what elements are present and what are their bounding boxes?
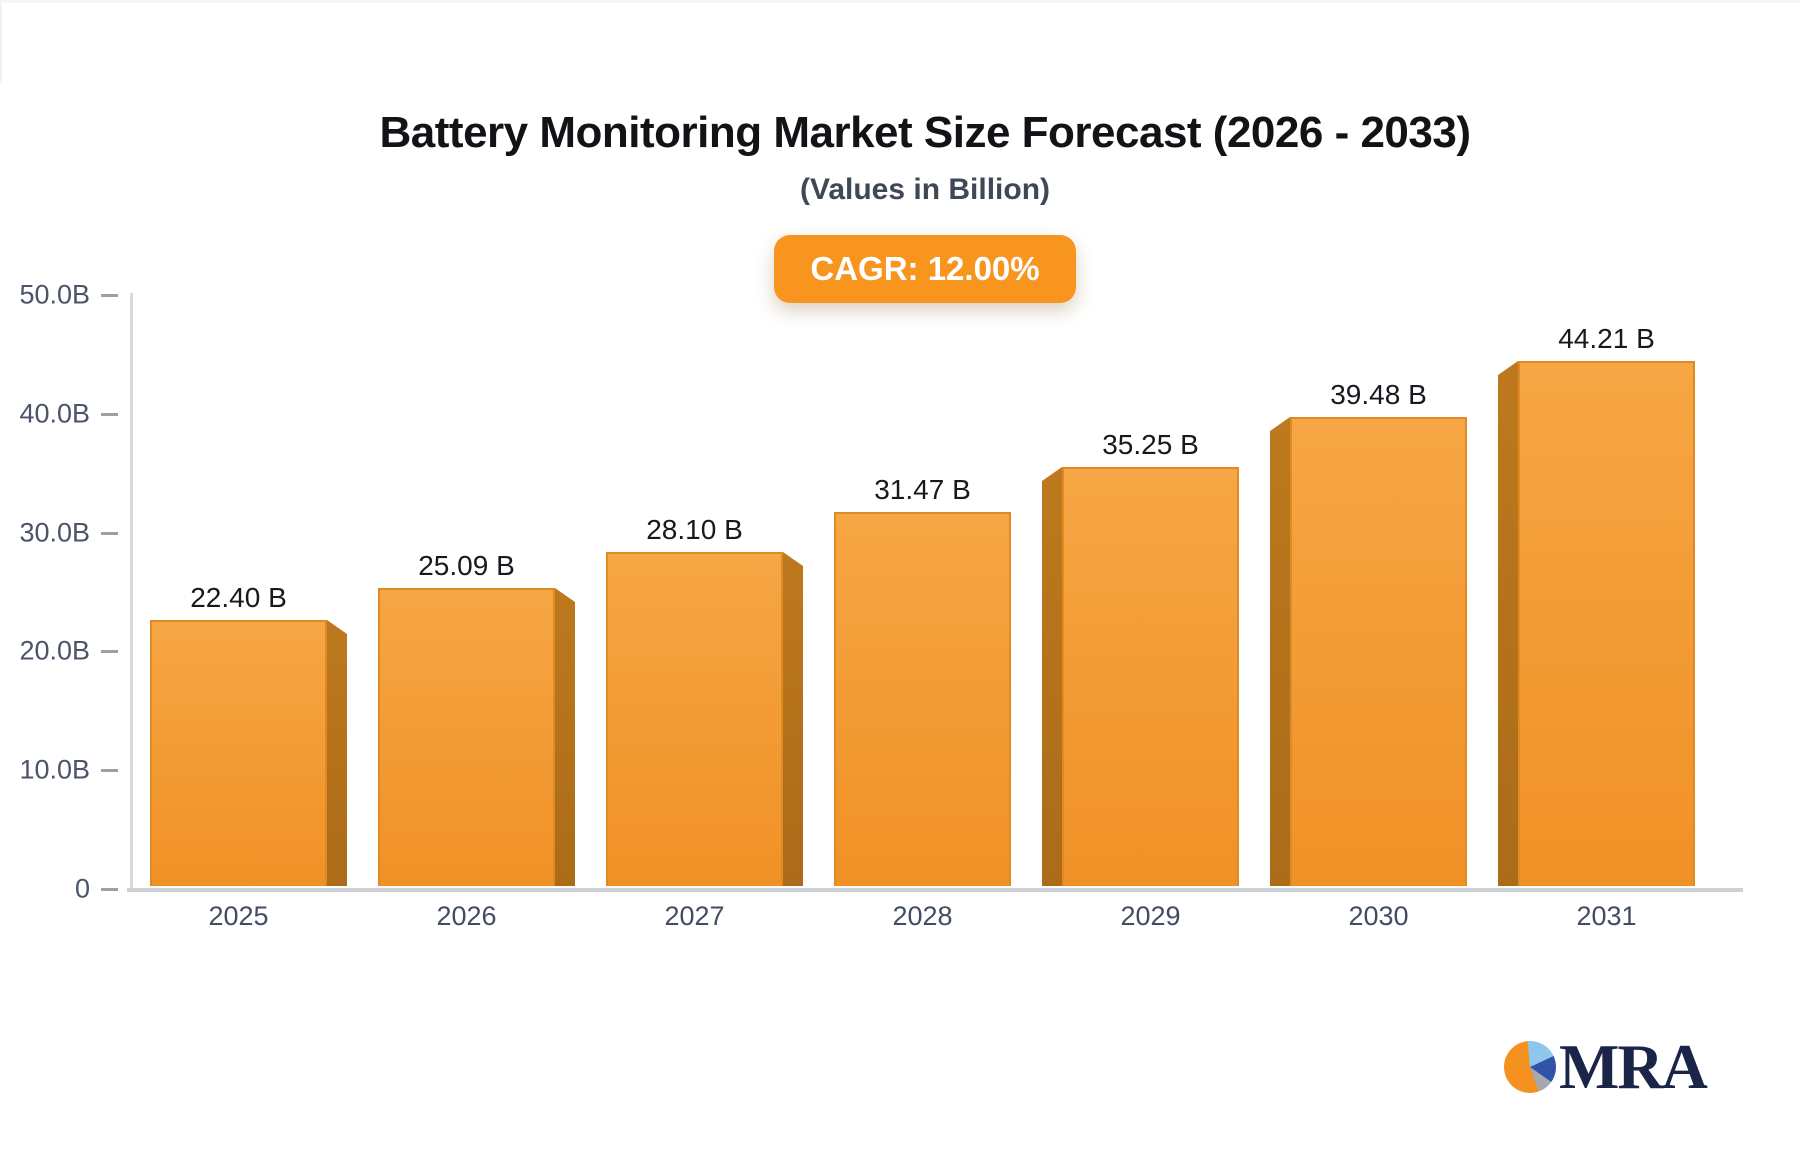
y-tick-label: 40.0B	[19, 398, 90, 429]
y-tick-mark	[101, 888, 118, 891]
bar-3d-side	[327, 620, 347, 886]
y-tick-label: 30.0B	[19, 517, 90, 548]
y-tick-mark	[101, 294, 118, 297]
x-axis-label-2026: 2026	[436, 901, 497, 931]
mra-logo: MRA	[1504, 1031, 1708, 1102]
bar-value-label: 44.21 B	[1558, 323, 1655, 354]
x-axis-label-2031: 2031	[1576, 901, 1637, 931]
bar-value-label: 22.40 B	[190, 582, 287, 613]
x-axis-label-2030: 2030	[1348, 901, 1409, 931]
y-tick-mark	[101, 769, 118, 773]
bar-2029: 35.25 B	[1042, 429, 1239, 886]
bar-3d-side	[783, 552, 803, 886]
bar-2025: 22.40 B	[150, 582, 347, 886]
bar-3d-side	[1270, 417, 1290, 886]
x-axis-label-2027: 2027	[664, 901, 725, 931]
x-axis-label-2029: 2029	[1120, 901, 1181, 931]
bar-2028: 31.47 B	[834, 474, 1011, 886]
y-tick-label: 10.0B	[19, 754, 90, 785]
bar-2031: 44.21 B	[1498, 323, 1695, 886]
bar-2030: 39.48 B	[1270, 379, 1467, 886]
bar-value-label: 39.48 B	[1330, 379, 1427, 410]
y-tick-mark	[101, 412, 118, 416]
bar-value-label: 28.10 B	[646, 514, 743, 545]
chart-subtitle: (Values in Billion)	[799, 173, 1051, 207]
bar-3d-side	[1042, 467, 1062, 886]
chart-title: Battery Monitoring Market Size Forecast …	[379, 108, 1471, 157]
bar-value-label: 31.47 B	[874, 474, 971, 505]
bar-value-label: 25.09 B	[418, 550, 515, 581]
x-axis-label-2028: 2028	[892, 901, 953, 931]
x-axis-baseline	[127, 888, 1743, 892]
y-axis-line	[130, 293, 133, 891]
pie-chart-icon	[1504, 1041, 1556, 1093]
logo-text: MRA	[1559, 1031, 1708, 1102]
bar-2026: 25.09 B	[378, 550, 575, 886]
y-tick-label: 20.0B	[19, 635, 90, 666]
bar-value-label: 35.25 B	[1102, 429, 1199, 460]
y-tick-label: 0	[74, 873, 90, 904]
page-edge-decoration	[0, 3, 2, 83]
chart-header: Battery Monitoring Market Size Forecast …	[105, 108, 1745, 304]
bar-3d-side	[555, 588, 575, 886]
x-axis-label-2025: 2025	[208, 901, 269, 931]
bar-3d-side	[1498, 361, 1518, 886]
y-tick-mark	[101, 531, 118, 535]
bar-2027: 28.10 B	[606, 514, 803, 886]
y-tick-label: 50.0B	[19, 279, 90, 310]
cagr-badge: CAGR: 12.00%	[774, 235, 1076, 304]
y-tick-mark	[101, 650, 118, 654]
